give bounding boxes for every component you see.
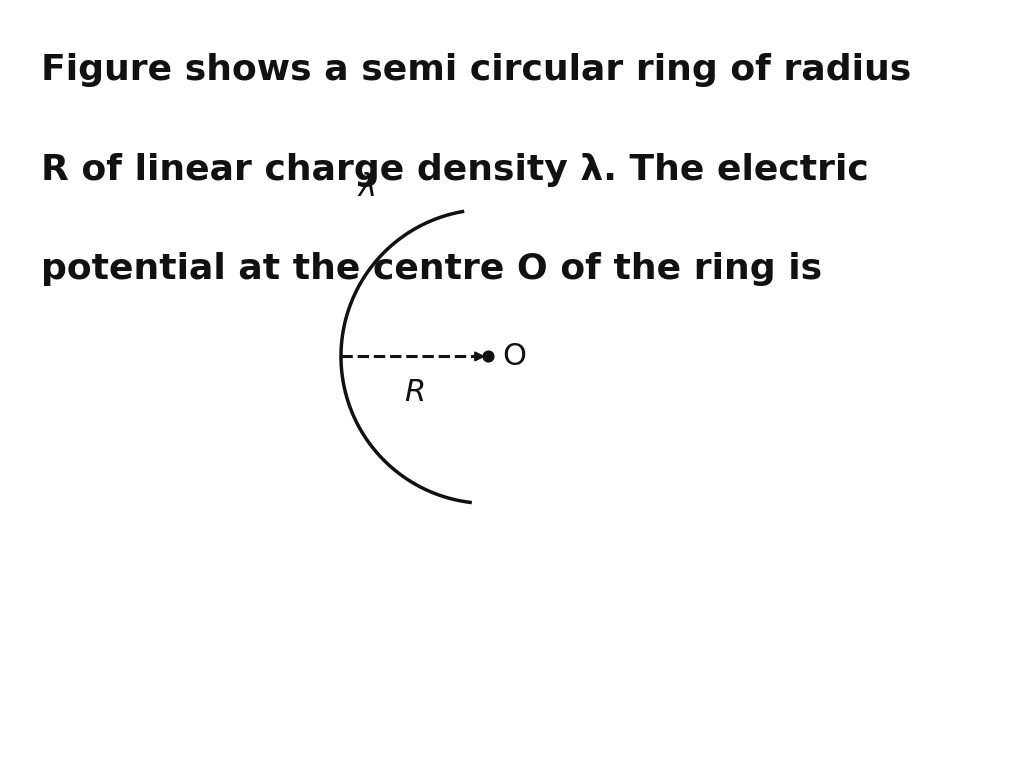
- Text: potential at the centre O of the ring is: potential at the centre O of the ring is: [41, 252, 822, 286]
- Text: R: R: [403, 378, 425, 407]
- Point: [480, 350, 497, 362]
- Text: O: O: [503, 342, 526, 371]
- Text: λ: λ: [358, 173, 377, 202]
- Text: R of linear charge density λ. The electric: R of linear charge density λ. The electr…: [41, 153, 868, 187]
- Text: Figure shows a semi circular ring of radius: Figure shows a semi circular ring of rad…: [41, 53, 911, 88]
